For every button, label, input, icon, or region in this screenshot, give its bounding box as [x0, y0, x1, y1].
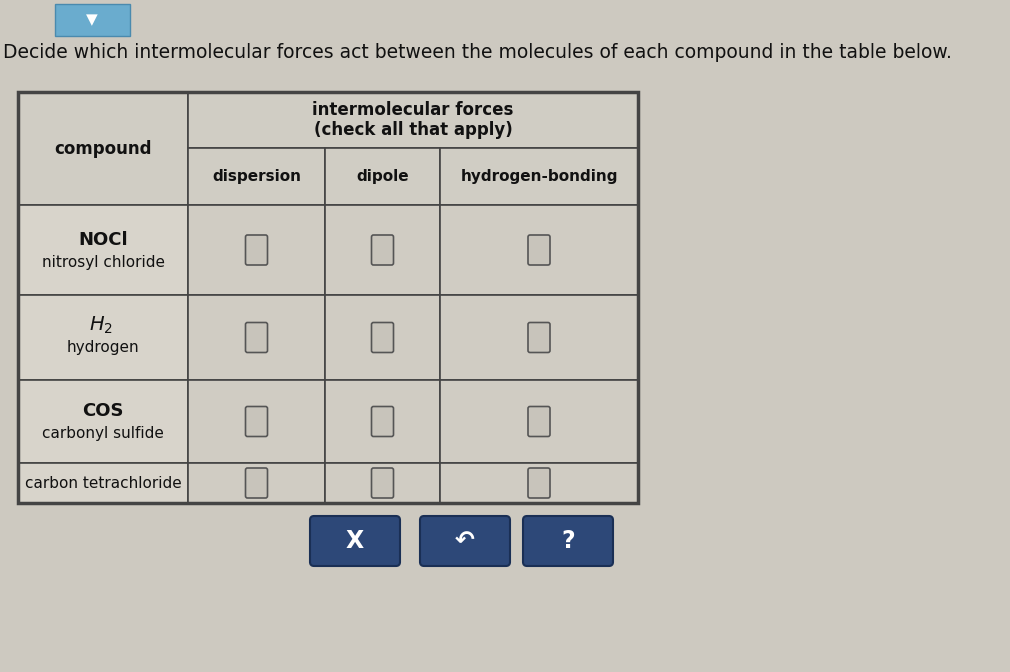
- FancyBboxPatch shape: [528, 235, 550, 265]
- Bar: [18, 205, 188, 295]
- Text: carbonyl sulfide: carbonyl sulfide: [42, 426, 164, 441]
- Text: ▼: ▼: [86, 13, 98, 28]
- Bar: [325, 463, 440, 503]
- FancyBboxPatch shape: [372, 407, 394, 437]
- FancyBboxPatch shape: [245, 235, 268, 265]
- FancyBboxPatch shape: [528, 468, 550, 498]
- Bar: [325, 295, 440, 380]
- Bar: [440, 148, 638, 205]
- Bar: [18, 295, 188, 380]
- Bar: [440, 295, 638, 380]
- FancyBboxPatch shape: [245, 407, 268, 437]
- Text: hydrogen-bonding: hydrogen-bonding: [461, 169, 618, 184]
- Text: X: X: [345, 529, 365, 553]
- Bar: [18, 92, 188, 205]
- Bar: [18, 92, 638, 503]
- Text: ↶: ↶: [456, 529, 475, 553]
- Bar: [188, 148, 325, 205]
- Bar: [325, 205, 440, 295]
- FancyBboxPatch shape: [372, 323, 394, 353]
- FancyBboxPatch shape: [372, 468, 394, 498]
- Text: carbon tetrachloride: carbon tetrachloride: [24, 476, 182, 491]
- Bar: [325, 380, 440, 463]
- FancyBboxPatch shape: [245, 323, 268, 353]
- Text: $H_2$: $H_2$: [89, 315, 113, 336]
- Text: nitrosyl chloride: nitrosyl chloride: [41, 255, 165, 269]
- Bar: [325, 148, 440, 205]
- Text: dispersion: dispersion: [212, 169, 301, 184]
- FancyBboxPatch shape: [310, 516, 400, 566]
- Bar: [18, 92, 638, 503]
- FancyBboxPatch shape: [372, 235, 394, 265]
- Bar: [18, 380, 188, 463]
- Bar: [188, 205, 325, 295]
- Text: COS: COS: [82, 403, 124, 421]
- Bar: [440, 380, 638, 463]
- Bar: [440, 463, 638, 503]
- Text: compound: compound: [55, 140, 152, 157]
- FancyBboxPatch shape: [528, 407, 550, 437]
- Text: intermolecular forces
(check all that apply): intermolecular forces (check all that ap…: [312, 101, 514, 139]
- Text: NOCl: NOCl: [78, 231, 128, 249]
- Bar: [188, 380, 325, 463]
- FancyBboxPatch shape: [528, 323, 550, 353]
- Text: ?: ?: [562, 529, 575, 553]
- Text: dipole: dipole: [357, 169, 409, 184]
- FancyBboxPatch shape: [523, 516, 613, 566]
- Bar: [55, 4, 130, 36]
- Bar: [188, 295, 325, 380]
- FancyBboxPatch shape: [245, 468, 268, 498]
- Bar: [188, 463, 325, 503]
- Bar: [18, 463, 188, 503]
- Text: hydrogen: hydrogen: [67, 340, 139, 355]
- Text: Decide which intermolecular forces act between the molecules of each compound in: Decide which intermolecular forces act b…: [3, 42, 951, 62]
- Bar: [440, 205, 638, 295]
- FancyBboxPatch shape: [420, 516, 510, 566]
- Bar: [188, 92, 638, 148]
